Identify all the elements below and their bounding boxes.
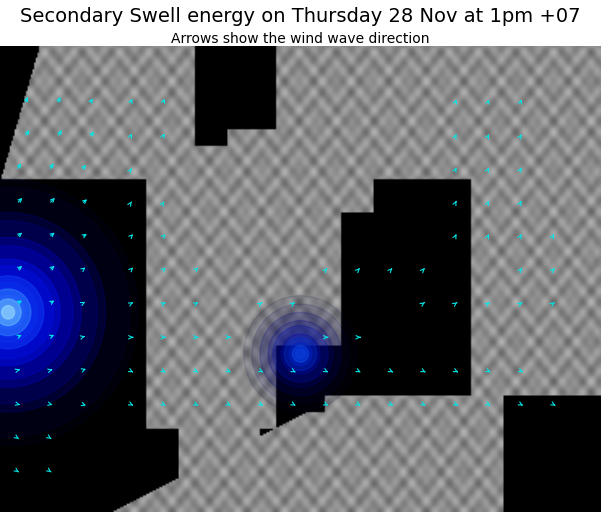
Circle shape — [0, 304, 16, 321]
Circle shape — [0, 275, 44, 349]
Circle shape — [281, 334, 320, 374]
Text: Arrows show the wind wave direction: Arrows show the wind wave direction — [171, 32, 430, 46]
Circle shape — [0, 187, 130, 437]
Circle shape — [284, 337, 317, 371]
Circle shape — [0, 266, 53, 359]
Circle shape — [0, 289, 31, 336]
Circle shape — [0, 259, 60, 366]
Circle shape — [289, 342, 312, 366]
Circle shape — [0, 246, 73, 379]
Circle shape — [292, 346, 309, 362]
Circle shape — [0, 179, 138, 445]
Text: Secondary Swell energy on Thursday 28 Nov at 1pm +07: Secondary Swell energy on Thursday 28 No… — [20, 7, 581, 26]
Circle shape — [268, 321, 333, 387]
Circle shape — [252, 304, 349, 404]
Circle shape — [296, 349, 305, 359]
Circle shape — [243, 295, 358, 412]
Circle shape — [0, 221, 97, 404]
Circle shape — [0, 238, 81, 387]
Circle shape — [0, 283, 37, 342]
Circle shape — [0, 299, 21, 326]
Circle shape — [0, 212, 106, 412]
Circle shape — [260, 312, 341, 395]
Circle shape — [0, 296, 25, 329]
Circle shape — [273, 326, 328, 382]
Circle shape — [2, 306, 14, 319]
